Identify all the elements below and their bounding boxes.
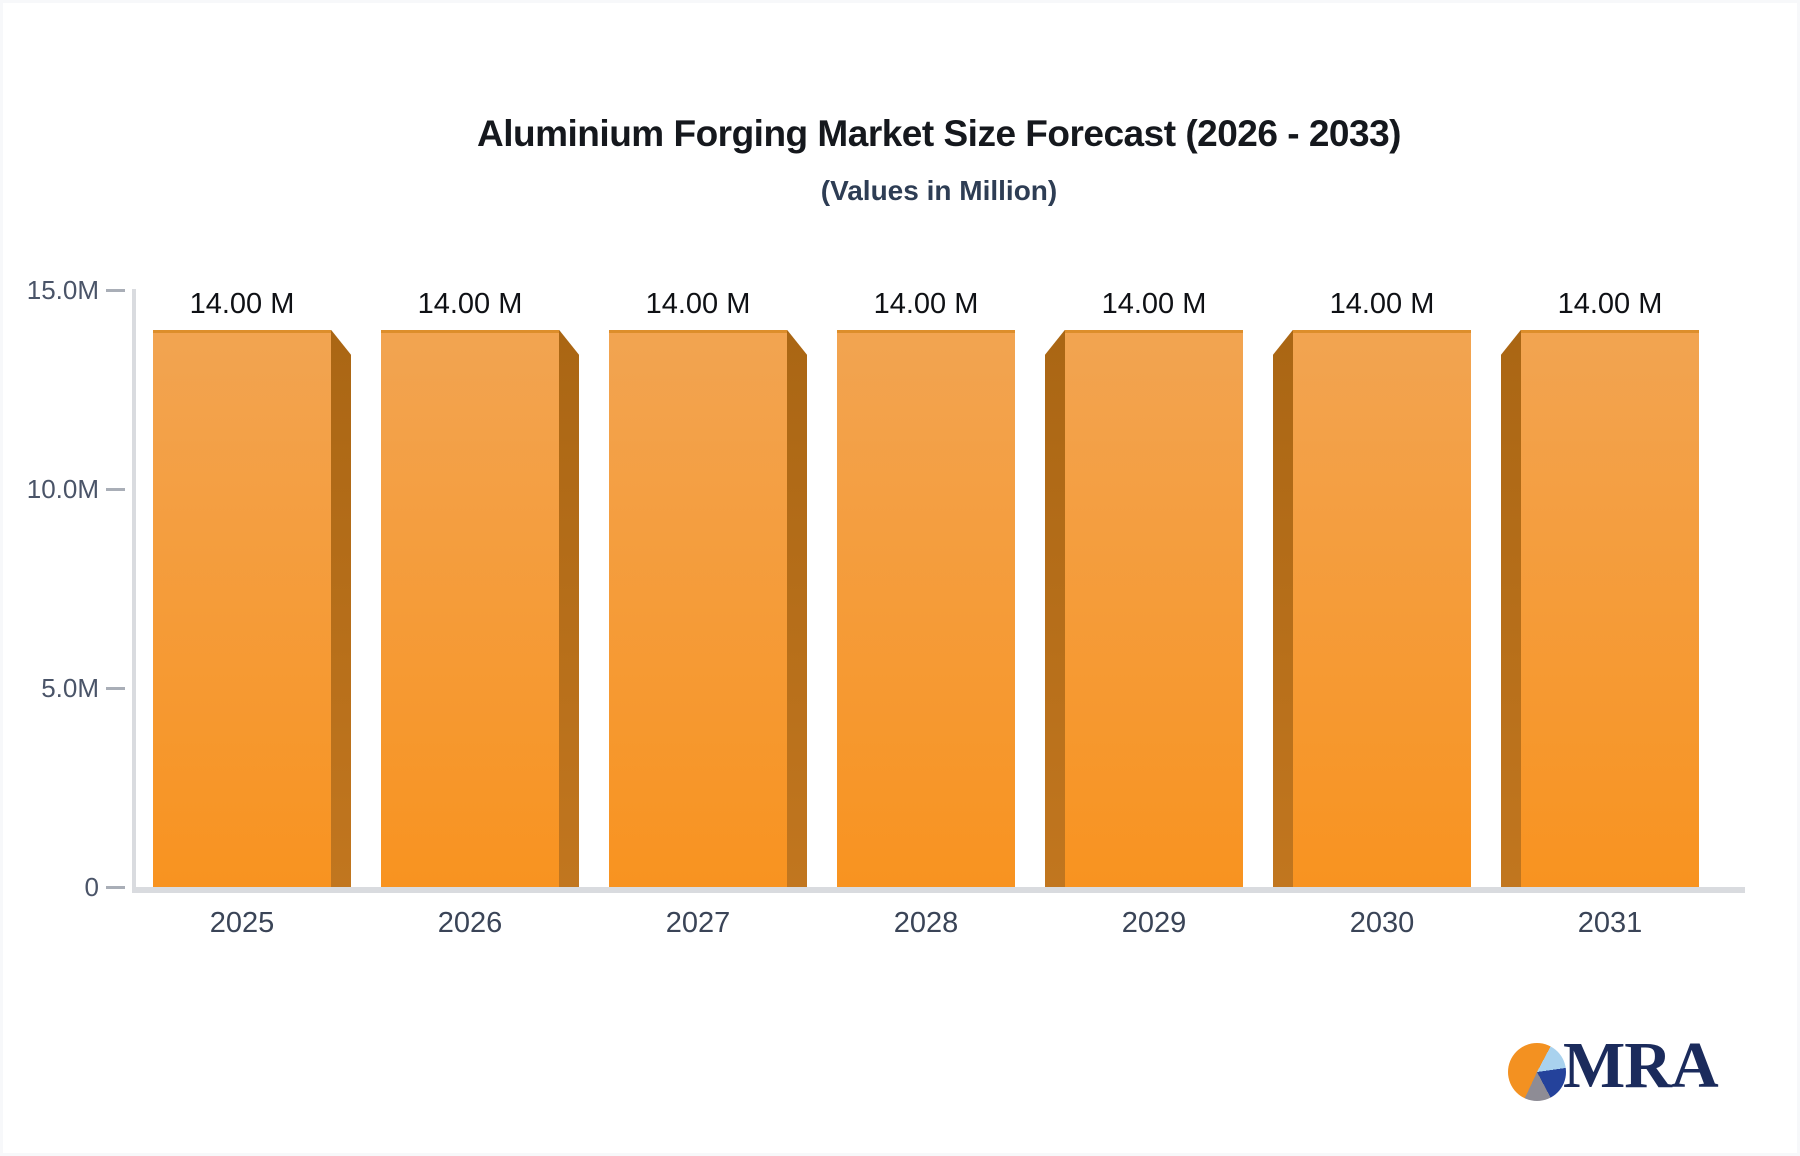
- x-axis-label: 2030: [1349, 907, 1415, 939]
- bar-2026[interactable]: [381, 329, 559, 887]
- y-axis-tick-mark: [106, 488, 125, 491]
- y-axis-line: [132, 289, 136, 893]
- x-axis-label: 2028: [893, 907, 959, 939]
- x-axis-label: 2026: [437, 907, 503, 939]
- y-axis-tick-label: 15.0M: [26, 275, 99, 305]
- bar-value-label: 14.00 M: [1101, 287, 1207, 320]
- bar-value-label: 14.00 M: [645, 287, 751, 320]
- logo-text: MRA: [1563, 1029, 1719, 1102]
- bar-side-face: [787, 329, 807, 887]
- bar-value-label: 14.00 M: [417, 287, 523, 320]
- chart-title: Aluminium Forging Market Size Forecast (…: [477, 113, 1401, 154]
- mra-logo: MRA: [1503, 1023, 1763, 1118]
- y-axis-tick-mark: [106, 687, 125, 690]
- bar-2028[interactable]: [837, 329, 1015, 887]
- y-axis-tick-mark: [106, 289, 125, 292]
- bar-value-label: 14.00 M: [1557, 287, 1663, 320]
- x-axis-label: 2027: [665, 907, 731, 939]
- y-axis-tick-label: 0: [84, 872, 99, 902]
- x-axis-label: 2025: [209, 907, 275, 939]
- bar-2031[interactable]: [1521, 329, 1699, 887]
- pie-chart-icon: [1508, 1043, 1566, 1101]
- bar-value-label: 14.00 M: [189, 287, 295, 320]
- bar-2025[interactable]: [153, 329, 331, 887]
- y-axis-tick-label: 5.0M: [41, 673, 99, 703]
- bar-side-face: [1045, 329, 1065, 887]
- bar-2030[interactable]: [1293, 329, 1471, 887]
- x-axis-label: 2031: [1577, 907, 1643, 939]
- bar-value-label: 14.00 M: [873, 287, 979, 320]
- bar-value-label: 14.00 M: [1329, 287, 1435, 320]
- y-axis-tick-mark: [106, 886, 125, 889]
- bar-side-face: [1501, 329, 1521, 887]
- x-axis-label: 2029: [1121, 907, 1187, 939]
- bar-side-face: [1273, 329, 1293, 887]
- chart-subtitle: (Values in Million): [820, 175, 1058, 206]
- y-axis-tick-label: 10.0M: [26, 474, 99, 504]
- bar-2027[interactable]: [609, 329, 787, 887]
- bar-side-face: [331, 329, 351, 887]
- bar-side-face: [559, 329, 579, 887]
- bar-2029[interactable]: [1065, 329, 1243, 887]
- x-axis-line: [132, 887, 1745, 893]
